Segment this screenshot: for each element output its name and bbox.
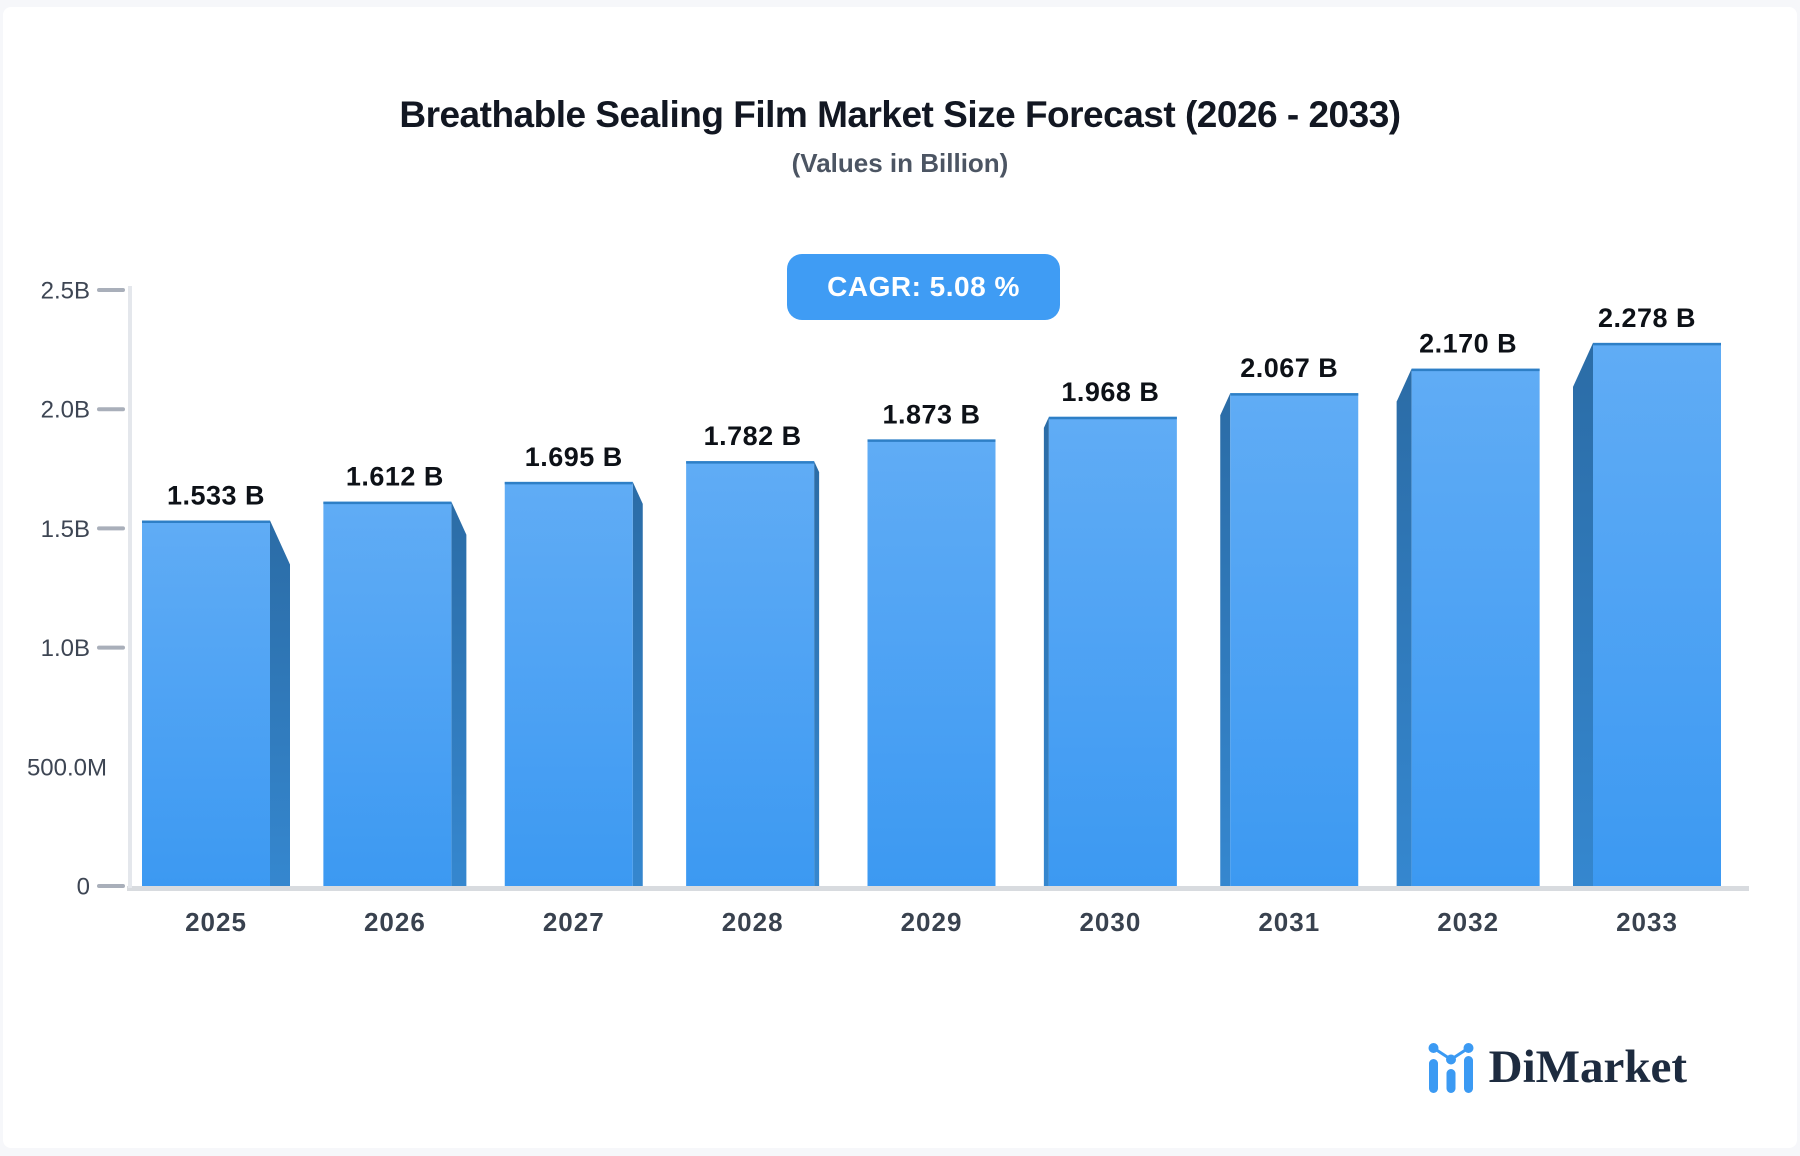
- y-axis-tick-label: 500.0M: [27, 754, 107, 781]
- bar-2025[interactable]: [142, 520, 270, 886]
- chart-subtitle: (Values in Billion): [791, 148, 1009, 178]
- bar-2027[interactable]: [504, 481, 633, 886]
- bar-value-label: 1.612 B: [346, 462, 444, 492]
- logo-bar: [1428, 1059, 1438, 1093]
- x-axis-label: 2027: [543, 907, 605, 937]
- dimarket-logo: DiMarket: [1427, 1038, 1687, 1096]
- x-axis-label: 2029: [901, 907, 963, 937]
- logo-dot: [1445, 1054, 1456, 1065]
- x-axis-label: 2030: [1079, 907, 1141, 937]
- y-axis-tick-label: 0: [77, 874, 90, 901]
- bar-2030[interactable]: [1048, 416, 1177, 886]
- y-axis-tick-label: 1.0B: [41, 635, 90, 662]
- bar-value-label: 1.968 B: [1061, 377, 1159, 407]
- y-axis-tick-label: 2.5B: [41, 278, 90, 305]
- logo-dot: [1428, 1043, 1439, 1053]
- bar-group-2029: 1.873 B 2029: [867, 399, 996, 937]
- bar-group-2032: 2.170 B 2032: [1396, 329, 1540, 937]
- bar-group-2031: 2.067 B 2031: [1220, 353, 1359, 937]
- bar-value-label: 1.873 B: [882, 399, 980, 429]
- bar-side-face: [1573, 342, 1593, 886]
- bar-2032[interactable]: [1411, 368, 1540, 886]
- bar-group-2025: 1.533 B 2025: [142, 481, 290, 937]
- bar-group-2033: 2.278 B 2033: [1573, 303, 1721, 937]
- bar-value-label: 2.278 B: [1598, 303, 1696, 333]
- bar-side-face: [1043, 416, 1049, 886]
- bar-side-face: [632, 481, 643, 886]
- x-axis-label: 2033: [1616, 907, 1678, 937]
- bar-side-face: [814, 461, 820, 886]
- y-axis-tick-label: 2.0B: [41, 397, 90, 424]
- bar-value-label: 1.533 B: [167, 481, 265, 511]
- x-axis-label: 2032: [1437, 907, 1499, 937]
- logo-bar: [1446, 1069, 1456, 1093]
- bar-group-2026: 1.612 B 2026: [323, 462, 467, 937]
- bar-side-face: [1220, 393, 1231, 886]
- bar-value-label: 1.695 B: [525, 442, 623, 472]
- dimarket-logo-icon: [1428, 1043, 1474, 1093]
- x-axis-label: 2026: [364, 907, 426, 937]
- cagr-badge: CAGR: 5.08 %: [787, 254, 1060, 320]
- bar-side-face: [451, 501, 467, 886]
- bar-value-label: 2.067 B: [1240, 353, 1338, 383]
- bar-value-label: 1.782 B: [704, 421, 802, 451]
- bar-2026[interactable]: [323, 501, 452, 886]
- logo-dot: [1463, 1043, 1474, 1053]
- bar-side-face: [1396, 368, 1412, 886]
- bar-group-2027: 1.695 B 2027: [504, 442, 643, 937]
- bar-group-2028: 1.782 B 2028: [686, 421, 820, 937]
- logo-bar: [1463, 1056, 1473, 1093]
- bar-2033[interactable]: [1593, 342, 1721, 886]
- y-axis-tick-label: 1.5B: [41, 516, 90, 543]
- chart-title: Breathable Sealing Film Market Size Fore…: [399, 94, 1401, 135]
- bar-side-face: [270, 520, 290, 886]
- bar-group-2030: 1.968 B 2030: [1043, 377, 1177, 937]
- bar-value-label: 2.170 B: [1419, 329, 1517, 359]
- dimarket-logo-text: DiMarket: [1488, 1040, 1687, 1093]
- bar-2029[interactable]: [867, 439, 996, 886]
- x-axis-label: 2031: [1258, 907, 1320, 937]
- cagr-badge-label: CAGR: 5.08 %: [827, 271, 1020, 302]
- x-axis-label: 2028: [722, 907, 784, 937]
- bar-2031[interactable]: [1230, 393, 1359, 886]
- x-axis-label: 2025: [185, 907, 247, 937]
- bar-2028[interactable]: [686, 461, 815, 886]
